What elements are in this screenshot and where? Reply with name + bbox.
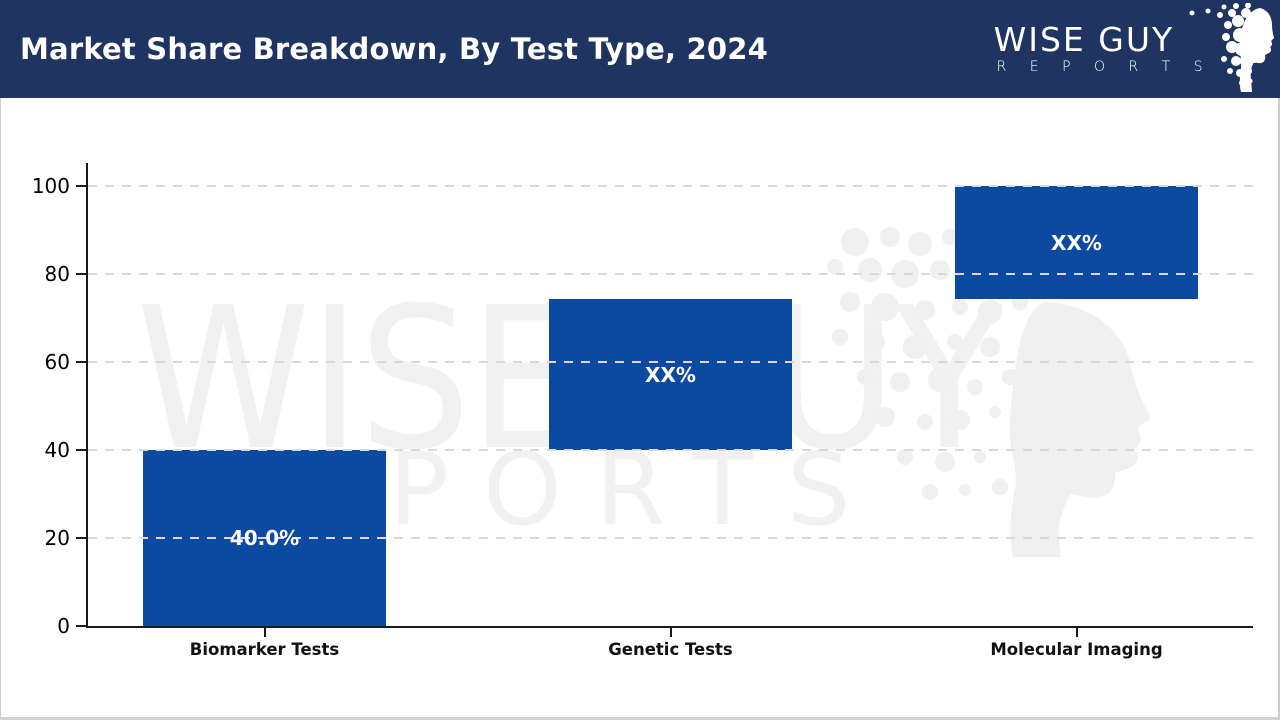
gridline xyxy=(88,185,1253,187)
x-axis-tick xyxy=(263,627,266,637)
header-bar: Market Share Breakdown, By Test Type, 20… xyxy=(0,0,1280,98)
x-axis-category-label: Molecular Imaging xyxy=(990,640,1163,659)
frame-border-right xyxy=(1278,98,1280,720)
x-axis-tick xyxy=(1075,627,1078,637)
brand-wordmark: WISE GUY xyxy=(993,19,1175,59)
gridline xyxy=(88,273,1253,275)
gridline xyxy=(88,537,1253,539)
y-axis-tick-label: 60 xyxy=(44,350,70,374)
y-axis-tick xyxy=(76,361,86,363)
y-axis-tick xyxy=(76,185,86,187)
frame-border-left xyxy=(0,98,1,720)
gridline xyxy=(88,449,1253,451)
bar-value-label: 40.0% xyxy=(229,526,300,550)
y-axis-tick xyxy=(76,537,86,539)
bar-segment xyxy=(955,186,1198,300)
y-axis-line xyxy=(86,163,88,628)
y-axis-tick xyxy=(76,273,86,275)
y-axis-tick-label: 40 xyxy=(44,438,70,462)
frame-border-bottom xyxy=(0,717,1280,720)
y-axis-tick xyxy=(76,449,86,451)
y-axis-tick-label: 80 xyxy=(44,262,70,286)
brand-logo: WISE GUY R E P O R T S xyxy=(994,3,1276,95)
bar-segment xyxy=(549,299,792,450)
y-axis-tick-label: 100 xyxy=(31,174,70,198)
x-axis-line xyxy=(86,625,1253,628)
watermark-face-silhouette xyxy=(1009,302,1151,557)
brand-logo-text: WISE GUY R E P O R T S xyxy=(993,19,1212,76)
gridline xyxy=(88,361,1253,363)
y-axis-tick-label: 20 xyxy=(44,526,70,550)
brand-head-icon xyxy=(1189,3,1274,92)
y-axis-tick xyxy=(76,625,86,627)
brand-subtitle: R E P O R T S xyxy=(996,59,1212,76)
x-axis-category-label: Genetic Tests xyxy=(608,640,733,659)
x-axis-tick xyxy=(669,627,672,637)
y-axis-tick-label: 0 xyxy=(57,614,70,638)
page-title: Market Share Breakdown, By Test Type, 20… xyxy=(20,32,769,66)
bar-value-label: XX% xyxy=(645,362,696,387)
bar-value-label: XX% xyxy=(1051,230,1102,255)
x-axis-category-label: Biomarker Tests xyxy=(189,640,340,659)
